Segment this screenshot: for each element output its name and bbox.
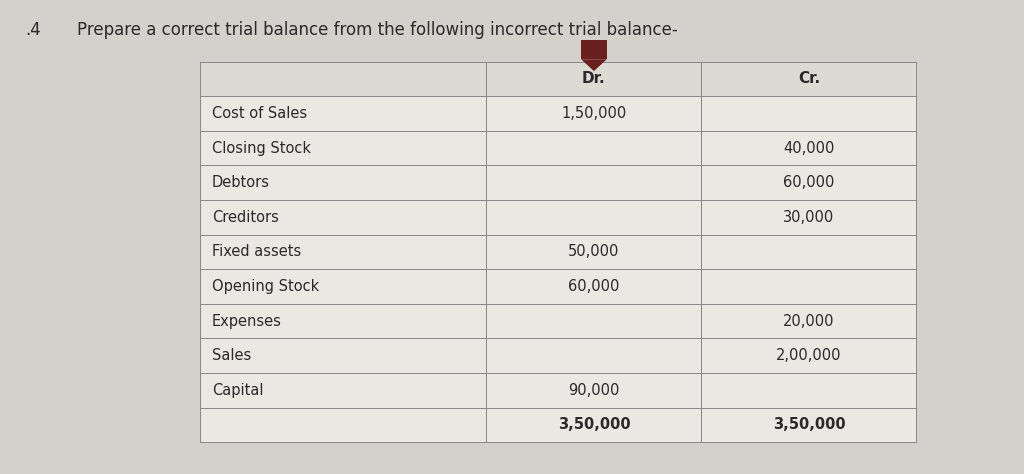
Text: 90,000: 90,000 [568, 383, 620, 398]
Text: Prepare a correct trial balance from the following incorrect trial balance-: Prepare a correct trial balance from the… [77, 21, 678, 39]
Text: Expenses: Expenses [212, 314, 282, 328]
Text: 1,50,000: 1,50,000 [561, 106, 627, 121]
Text: Dr.: Dr. [582, 72, 606, 86]
Text: Debtors: Debtors [212, 175, 270, 190]
Text: Sales: Sales [212, 348, 251, 363]
Text: Creditors: Creditors [212, 210, 279, 225]
Text: 60,000: 60,000 [783, 175, 835, 190]
Text: 60,000: 60,000 [568, 279, 620, 294]
Text: Cr.: Cr. [798, 72, 820, 86]
Text: 20,000: 20,000 [783, 314, 835, 328]
Text: .4: .4 [26, 21, 41, 39]
Text: Fixed assets: Fixed assets [212, 245, 301, 259]
Text: 50,000: 50,000 [568, 245, 620, 259]
Text: 2,00,000: 2,00,000 [776, 348, 842, 363]
Text: Cost of Sales: Cost of Sales [212, 106, 307, 121]
Text: 3,50,000: 3,50,000 [558, 418, 630, 432]
Text: 30,000: 30,000 [783, 210, 835, 225]
Text: Closing Stock: Closing Stock [212, 141, 311, 155]
Text: 3,50,000: 3,50,000 [773, 418, 845, 432]
Text: Opening Stock: Opening Stock [212, 279, 319, 294]
Text: Capital: Capital [212, 383, 263, 398]
Text: 40,000: 40,000 [783, 141, 835, 155]
